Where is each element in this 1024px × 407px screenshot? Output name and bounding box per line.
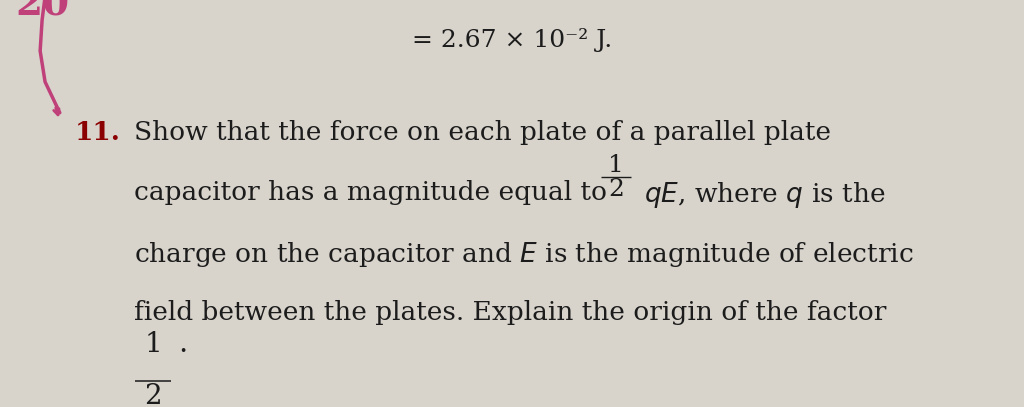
Text: capacitor has a magnitude equal to: capacitor has a magnitude equal to	[133, 180, 614, 206]
Text: 11.: 11.	[75, 120, 121, 145]
Text: $qE$, where $q$ is the: $qE$, where $q$ is the	[644, 180, 885, 210]
Text: .: .	[178, 330, 187, 358]
Text: 1: 1	[608, 153, 624, 177]
Text: 2: 2	[144, 383, 162, 407]
Text: Show that the force on each plate of a parallel plate: Show that the force on each plate of a p…	[133, 120, 830, 145]
Text: = 2.67 × 10⁻² J.: = 2.67 × 10⁻² J.	[412, 28, 612, 52]
Text: 1: 1	[144, 331, 162, 358]
Text: field between the plates. Explain the origin of the factor: field between the plates. Explain the or…	[133, 300, 886, 325]
Text: 20: 20	[15, 0, 70, 23]
Text: charge on the capacitor and $E$ is the magnitude of electric: charge on the capacitor and $E$ is the m…	[133, 240, 913, 269]
Text: 2: 2	[608, 178, 625, 201]
